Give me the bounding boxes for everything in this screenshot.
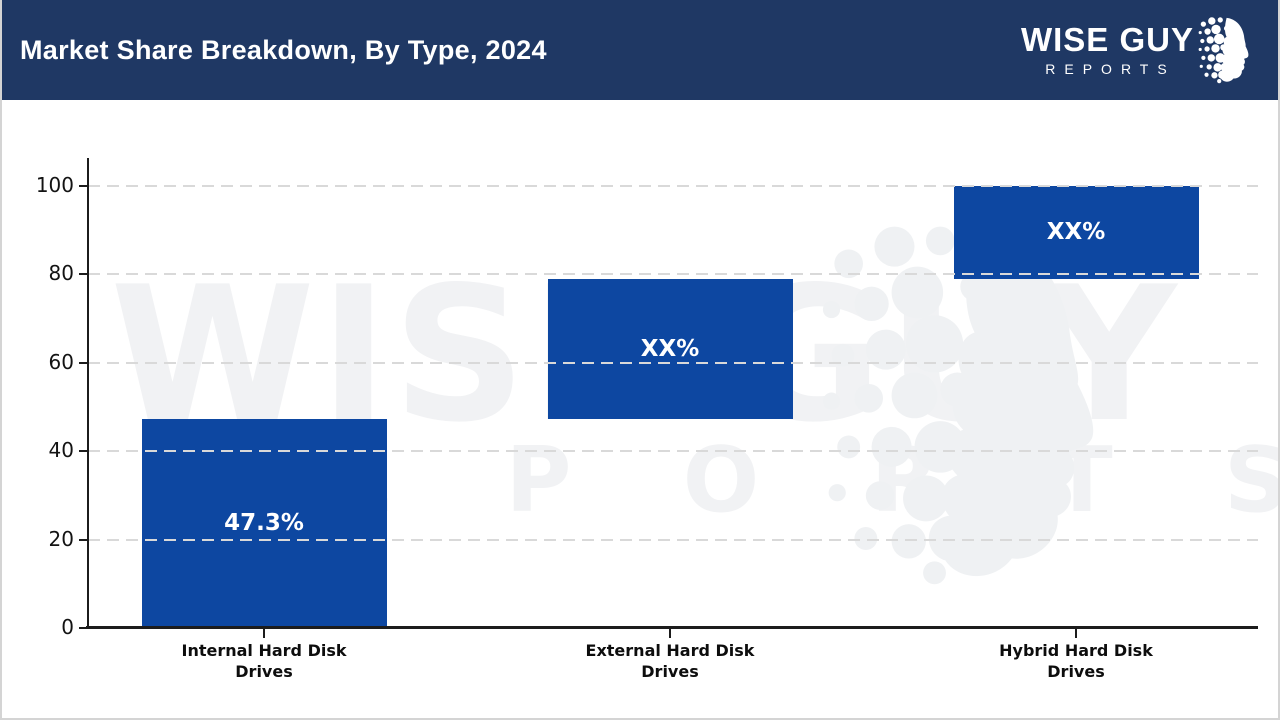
logo-text: WISE GUY REPORTS [1021,23,1194,77]
wiseguy-logo: WISE GUY REPORTS [1021,12,1254,88]
y-tick [79,627,88,629]
grid-line [88,538,1258,541]
y-tick-label: 0 [61,615,74,639]
bar-value-label: XX% [640,335,700,362]
y-tick [79,273,88,276]
y-tick-label: 80 [48,261,74,286]
x-axis-line [86,626,1258,629]
logo-face-icon [1198,17,1249,84]
x-category-label: Hybrid Hard Disk Drives [999,641,1153,681]
grid-line [88,450,1258,453]
market-share-bar: XX% [547,278,793,419]
x-category-label: Internal Hard Disk Drives [181,641,347,681]
y-tick-label: 40 [48,438,74,463]
y-tick [79,361,88,364]
logo-subtext: REPORTS [1045,61,1176,77]
bar-value-label: 47.3% [224,510,304,537]
bar-value-label: XX% [1046,219,1106,246]
grid-line [88,185,1258,187]
y-tick-label: 20 [48,526,74,551]
logo-wordmark: WISE GUY [1020,21,1194,58]
market-share-bar: XX% [953,186,1199,279]
grid-line [88,273,1258,276]
y-tick-label: 100 [35,173,74,197]
y-axis-line [87,158,89,629]
y-tick [79,450,88,453]
x-category-label: External Hard Disk Drives [585,641,755,681]
x-tick [263,629,265,638]
grid-line [88,361,1258,364]
y-tick-label: 60 [48,349,74,374]
market-share-bar: 47.3% [141,418,387,628]
y-tick [79,538,88,541]
header: Market Share Breakdown, By Type, 2024 WI… [0,0,1280,100]
y-tick [79,185,88,187]
x-tick [669,629,671,638]
x-tick [1075,629,1077,638]
page-title: Market Share Breakdown, By Type, 2024 [20,34,547,65]
